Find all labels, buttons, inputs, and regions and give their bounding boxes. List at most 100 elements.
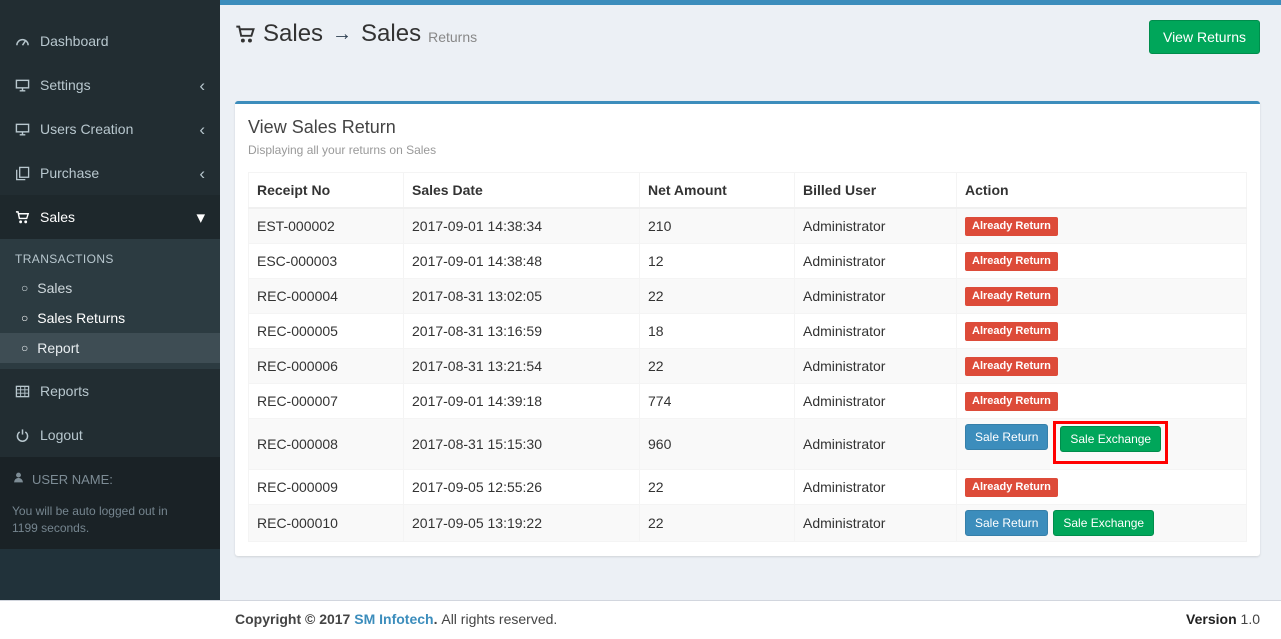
table-row: REC-000008 2017-08-31 15:15:30 960 Admin… xyxy=(248,418,1247,470)
top-accent-bar xyxy=(220,0,1281,5)
rights-text: All rights reserved. xyxy=(441,611,558,627)
billed-user-cell: Administrator xyxy=(794,348,957,384)
table-row: REC-000007 2017-09-01 14:39:18 774 Admin… xyxy=(248,383,1247,419)
sidebar-item-label: Purchase xyxy=(40,165,100,181)
table-row: REC-000005 2017-08-31 13:16:59 18 Admini… xyxy=(248,313,1247,349)
receipt-no-cell: REC-000005 xyxy=(248,313,404,349)
copyright-period: . xyxy=(433,611,438,627)
table-header-row: Receipt No Sales Date Net Amount Billed … xyxy=(248,172,1247,209)
sidebar-item-label: Reports xyxy=(40,383,90,399)
breadcrumb-arrow-icon: → xyxy=(332,22,353,45)
receipt-no-cell: REC-000009 xyxy=(248,469,404,505)
sidebar-item-settings[interactable]: Settings ‹ xyxy=(0,63,220,107)
submenu-item-label: Sales Returns xyxy=(37,310,126,326)
sales-date-cell: 2017-08-31 13:21:54 xyxy=(403,348,640,384)
sale-return-button[interactable]: Sale Return xyxy=(965,510,1049,536)
receipt-no-cell: REC-000004 xyxy=(248,278,404,314)
sidebar: Dashboard Settings ‹ Users Creation ‹ Pu… xyxy=(0,0,220,600)
sidebar-item-sales[interactable]: Sales ▾ xyxy=(0,195,220,239)
submenu-item-report[interactable]: ○ Report xyxy=(0,333,220,363)
submenu-item-label: Report xyxy=(37,340,80,356)
sales-date-cell: 2017-09-01 14:38:34 xyxy=(403,207,640,244)
already-return-badge: Already Return xyxy=(965,478,1058,497)
action-cell: Sale Return Sale Exchange xyxy=(956,418,1247,470)
table-row: REC-000010 2017-09-05 13:19:22 22 Admini… xyxy=(248,504,1247,542)
submenu-header: TRANSACTIONS xyxy=(15,252,114,266)
sales-date-cell: 2017-09-05 13:19:22 xyxy=(403,504,640,542)
action-cell: Already Return xyxy=(956,278,1247,314)
sidebar-item-purchase[interactable]: Purchase ‹ xyxy=(0,151,220,195)
net-amount-cell: 18 xyxy=(639,313,795,349)
submenu-item-sales[interactable]: ○ Sales xyxy=(0,273,220,303)
billed-user-cell: Administrator xyxy=(794,469,957,505)
version-text: Version 1.0 xyxy=(1186,611,1260,627)
sidebar-item-label: Logout xyxy=(40,427,83,443)
sales-submenu: TRANSACTIONS ○ Sales ○ Sales Returns ○ R… xyxy=(0,239,220,369)
billed-user-cell: Administrator xyxy=(794,207,957,244)
sidebar-item-dashboard[interactable]: Dashboard xyxy=(0,19,220,63)
sidebar-user-panel: USER NAME: You will be auto logged out i… xyxy=(0,457,220,549)
auto-logout-notice: You will be auto logged out in 1199 seco… xyxy=(12,504,168,535)
receipt-no-cell: REC-000008 xyxy=(248,418,404,470)
column-header-net-amount: Net Amount xyxy=(639,172,795,209)
sales-date-cell: 2017-08-31 13:02:05 xyxy=(403,278,640,314)
already-return-badge: Already Return xyxy=(965,357,1058,376)
sale-exchange-button[interactable]: Sale Exchange xyxy=(1060,426,1162,452)
cart-icon xyxy=(235,24,256,45)
desktop-icon xyxy=(15,78,40,93)
already-return-badge: Already Return xyxy=(965,392,1058,411)
circle-icon: ○ xyxy=(21,311,29,325)
net-amount-cell: 22 xyxy=(639,469,795,505)
sidebar-item-label: Sales xyxy=(40,209,76,225)
page-title: Sales → Sales Returns xyxy=(235,20,477,48)
sale-exchange-button[interactable]: Sale Exchange xyxy=(1053,510,1155,536)
action-cell: Sale Return Sale Exchange xyxy=(956,504,1247,542)
billed-user-cell: Administrator xyxy=(794,504,957,542)
copy-icon xyxy=(15,166,40,181)
sidebar-item-logout[interactable]: Logout xyxy=(0,413,220,457)
receipt-no-cell: EST-000002 xyxy=(248,207,404,244)
panel-header: View Sales Return Displaying all your re… xyxy=(235,104,1260,166)
main-content: Sales → Sales Returns View Returns View … xyxy=(220,0,1281,600)
net-amount-cell: 22 xyxy=(639,504,795,542)
billed-user-cell: Administrator xyxy=(794,418,957,470)
company-link[interactable]: SM Infotech xyxy=(354,611,434,627)
billed-user-cell: Administrator xyxy=(794,243,957,279)
table-row: REC-000009 2017-09-05 12:55:26 22 Admini… xyxy=(248,469,1247,505)
billed-user-cell: Administrator xyxy=(794,313,957,349)
chevron-left-icon: ‹ xyxy=(199,119,205,139)
column-header-sales-date: Sales Date xyxy=(403,172,640,209)
receipt-no-cell: REC-000010 xyxy=(248,504,404,542)
table-row: REC-000004 2017-08-31 13:02:05 22 Admini… xyxy=(248,278,1247,314)
receipt-no-cell: REC-000007 xyxy=(248,383,404,419)
sales-date-cell: 2017-09-05 12:55:26 xyxy=(403,469,640,505)
sidebar-item-label: Users Creation xyxy=(40,121,134,137)
billed-user-cell: Administrator xyxy=(794,383,957,419)
desktop-icon xyxy=(15,122,40,137)
page-footer: Version 1.0 Copyright © 2017 SM Infotech… xyxy=(0,600,1281,639)
action-cell: Already Return xyxy=(956,207,1247,244)
action-cell: Already Return xyxy=(956,383,1247,419)
sidebar-item-reports[interactable]: Reports xyxy=(0,369,220,413)
sidebar-item-label: Settings xyxy=(40,77,91,93)
table-row: ESC-000003 2017-09-01 14:38:48 12 Admini… xyxy=(248,243,1247,279)
already-return-badge: Already Return xyxy=(965,322,1058,341)
net-amount-cell: 22 xyxy=(639,278,795,314)
version-value: 1.0 xyxy=(1240,611,1260,627)
action-cell: Already Return xyxy=(956,313,1247,349)
net-amount-cell: 210 xyxy=(639,207,795,244)
sidebar-item-users-creation[interactable]: Users Creation ‹ xyxy=(0,107,220,151)
submenu-item-sales-returns[interactable]: ○ Sales Returns xyxy=(0,303,220,333)
action-cell: Already Return xyxy=(956,243,1247,279)
view-returns-button[interactable]: View Returns xyxy=(1148,20,1260,54)
sidebar-item-label: Dashboard xyxy=(40,33,109,49)
chevron-left-icon: ‹ xyxy=(199,75,205,95)
sales-returns-table: Receipt No Sales Date Net Amount Billed … xyxy=(248,172,1247,542)
version-label: Version xyxy=(1186,611,1237,627)
table-row: REC-000006 2017-08-31 13:21:54 22 Admini… xyxy=(248,348,1247,384)
sale-return-button[interactable]: Sale Return xyxy=(965,424,1049,450)
net-amount-cell: 22 xyxy=(639,348,795,384)
chevron-down-icon: ▾ xyxy=(196,207,205,227)
content-header: Sales → Sales Returns View Returns xyxy=(220,5,1281,54)
billed-user-cell: Administrator xyxy=(794,278,957,314)
